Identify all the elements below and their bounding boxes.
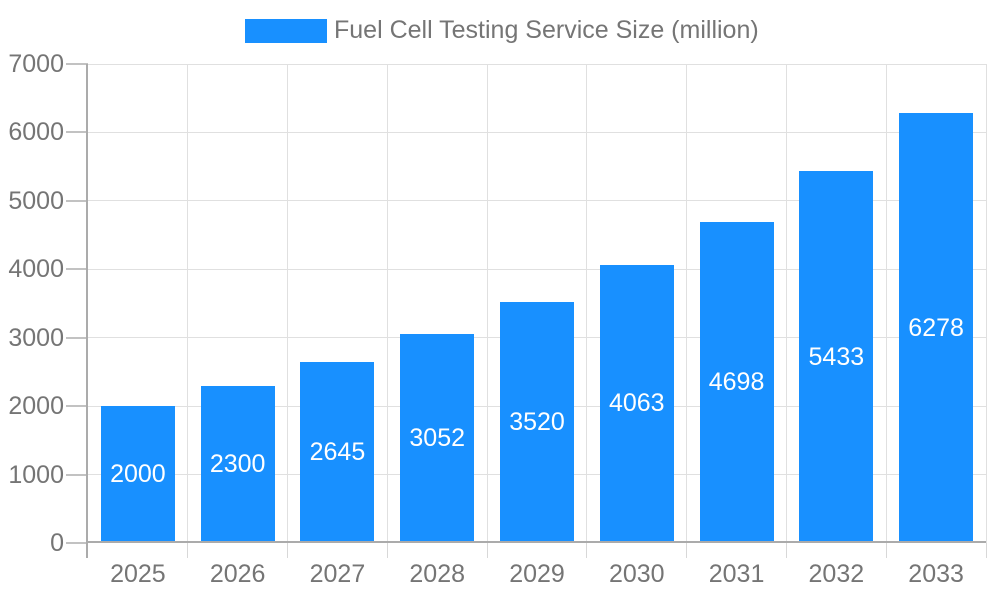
bar-value-label: 4063: [608, 389, 665, 418]
bar-2027[interactable]: 2645: [300, 362, 375, 543]
bar-value-label: 3052: [409, 424, 466, 453]
x-axis-label-2031: 2031: [708, 560, 765, 588]
legend[interactable]: Fuel Cell Testing Service Size (million): [0, 0, 1000, 50]
x-axis-label-2029: 2029: [509, 560, 565, 588]
bar-2025[interactable]: 2000: [100, 406, 175, 543]
y-axis-tick-5000: [66, 199, 88, 202]
y-axis-tick-1000: [66, 473, 88, 476]
legend-swatch: [245, 19, 327, 43]
x-axis-label-2032: 2032: [808, 560, 865, 588]
gridline-x-9: [985, 64, 987, 543]
gridline-x-4: [486, 64, 488, 543]
gridline-x-8: [885, 64, 887, 543]
x-axis-line: [88, 541, 986, 543]
gridline-y-4000: [88, 268, 986, 270]
x-axis-label-2027: 2027: [309, 560, 366, 588]
y-axis-label-3000: 3000: [8, 323, 64, 352]
y-axis-tick-4000: [66, 268, 88, 271]
x-axis-tick-2: [287, 543, 289, 558]
gridline-x-3: [386, 64, 388, 543]
bar-2026[interactable]: 2300: [200, 385, 275, 543]
x-axis-label-2028: 2028: [409, 560, 466, 588]
gridline-x-7: [785, 64, 787, 543]
bar-value-label: 2645: [309, 437, 366, 466]
bar-2030[interactable]: 4063: [599, 264, 674, 543]
x-axis-tick-8: [885, 543, 887, 558]
y-axis-tick-6000: [66, 131, 88, 134]
gridline-x-6: [686, 64, 688, 543]
y-axis-tick-2000: [66, 405, 88, 408]
bar-2029[interactable]: 3520: [500, 302, 574, 543]
gridline-y-7000: [88, 63, 986, 65]
gridline-y-5000: [88, 200, 986, 202]
x-axis-tick-6: [686, 543, 688, 558]
y-axis-label-5000: 5000: [8, 186, 64, 215]
x-axis-tick-9: [985, 543, 987, 558]
x-axis-tick-4: [486, 543, 488, 558]
bar-2033[interactable]: 6278: [899, 113, 974, 543]
bar-2032[interactable]: 5433: [799, 171, 874, 543]
y-axis-label-2000: 2000: [8, 392, 64, 421]
bar-value-label: 2300: [209, 449, 266, 478]
x-axis-tick-5: [586, 543, 588, 558]
bar-2031[interactable]: 4698: [699, 221, 774, 543]
y-axis-label-4000: 4000: [8, 255, 64, 284]
y-axis-line: [86, 64, 88, 558]
gridline-x-5: [586, 64, 588, 543]
legend-label: Fuel Cell Testing Service Size (million): [334, 16, 759, 44]
gridline-y-6000: [88, 131, 986, 133]
gridline-x-1: [187, 64, 189, 543]
y-axis-label-1000: 1000: [8, 460, 64, 489]
y-axis-label-6000: 6000: [8, 118, 64, 147]
gridline-x-2: [287, 64, 289, 543]
bar-value-label: 3520: [509, 408, 565, 437]
x-axis-tick-7: [785, 543, 787, 558]
x-axis-label-2026: 2026: [209, 560, 266, 588]
x-axis-label-2030: 2030: [608, 560, 665, 588]
x-axis-tick-3: [386, 543, 388, 558]
x-axis-label-2025: 2025: [110, 560, 166, 588]
y-axis-label-7000: 7000: [8, 50, 64, 78]
bar-2028[interactable]: 3052: [400, 334, 475, 543]
bar-value-label: 5433: [808, 342, 865, 371]
x-axis-tick-1: [187, 543, 189, 558]
bar-value-label: 6278: [908, 313, 964, 342]
y-axis-label-0: 0: [50, 529, 64, 557]
y-axis-tick-3000: [66, 336, 88, 339]
y-axis-tick-7000: [66, 63, 88, 65]
x-axis-label-2033: 2033: [908, 560, 964, 588]
bar-value-label: 4698: [708, 367, 765, 396]
bar-value-label: 2000: [110, 460, 166, 489]
y-axis-tick-0: [66, 542, 88, 544]
